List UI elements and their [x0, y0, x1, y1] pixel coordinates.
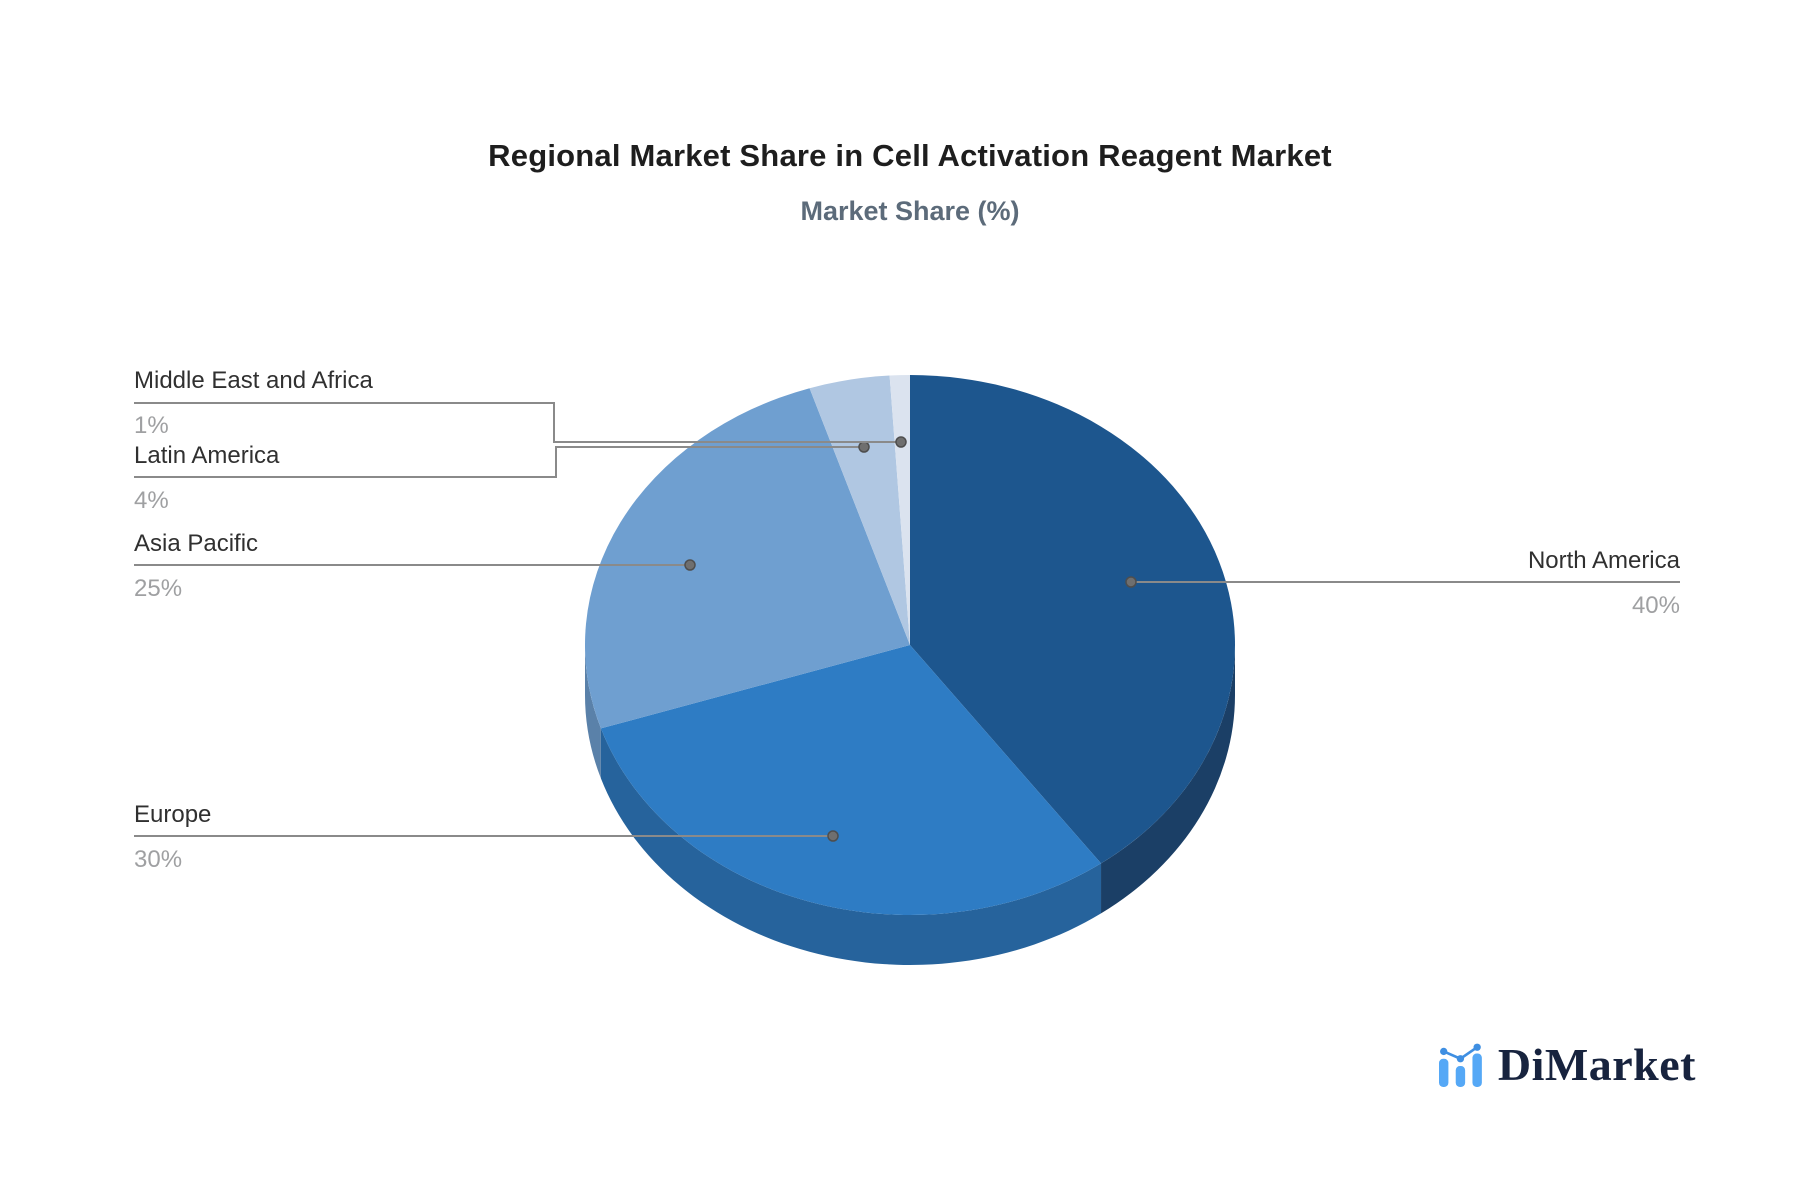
callout-value: 40% [1631, 592, 1680, 619]
pie-slice-europe [600, 645, 1102, 915]
brand-logo: DiMarket [1438, 1038, 1696, 1091]
callout-dot-europe [827, 830, 839, 842]
callout-north-america: North America 40% [1280, 546, 1680, 621]
callout-label: North America [1527, 547, 1680, 574]
callout-value: 30% [134, 846, 183, 873]
callout-label: Europe [134, 801, 212, 828]
callout-dot-asia-pacific [684, 559, 696, 571]
pie-slice-asia-pacific [585, 388, 910, 729]
chart-title: Regional Market Share in Cell Activation… [488, 138, 1332, 173]
callout-value: 25% [134, 575, 183, 602]
callout-latin-america: Latin America 4% [134, 441, 279, 516]
callout-europe: Europe 30% [134, 800, 211, 875]
pie-slice-side-north-america [1101, 645, 1235, 914]
callout-value: 1% [134, 412, 169, 439]
callout-middle-east-and-africa: Middle East and Africa 1% [134, 366, 373, 441]
pie-slice-side-europe [600, 728, 1102, 965]
callout-label: Latin America [134, 442, 280, 469]
callout-asia-pacific: Asia Pacific 25% [134, 529, 258, 604]
callout-label: Asia Pacific [134, 530, 259, 557]
callout-line-middle-east-and-africa [134, 402, 901, 443]
callout-label: Middle East and Africa [134, 367, 373, 394]
pie-slice-side-asia-pacific [585, 645, 601, 779]
callout-value: 4% [134, 487, 169, 514]
callout-dot-middle-east-and-africa [895, 436, 907, 448]
bar-line-chart-icon [1438, 1043, 1482, 1087]
callout-dot-latin-america [858, 441, 870, 453]
chart-subtitle: Market Share (%) [800, 196, 1020, 226]
brand-name: DiMarket [1497, 1039, 1696, 1090]
callout-line-latin-america [134, 446, 864, 478]
pie-slice-north-america [910, 375, 1235, 864]
callout-dot-north-america [1125, 576, 1137, 588]
